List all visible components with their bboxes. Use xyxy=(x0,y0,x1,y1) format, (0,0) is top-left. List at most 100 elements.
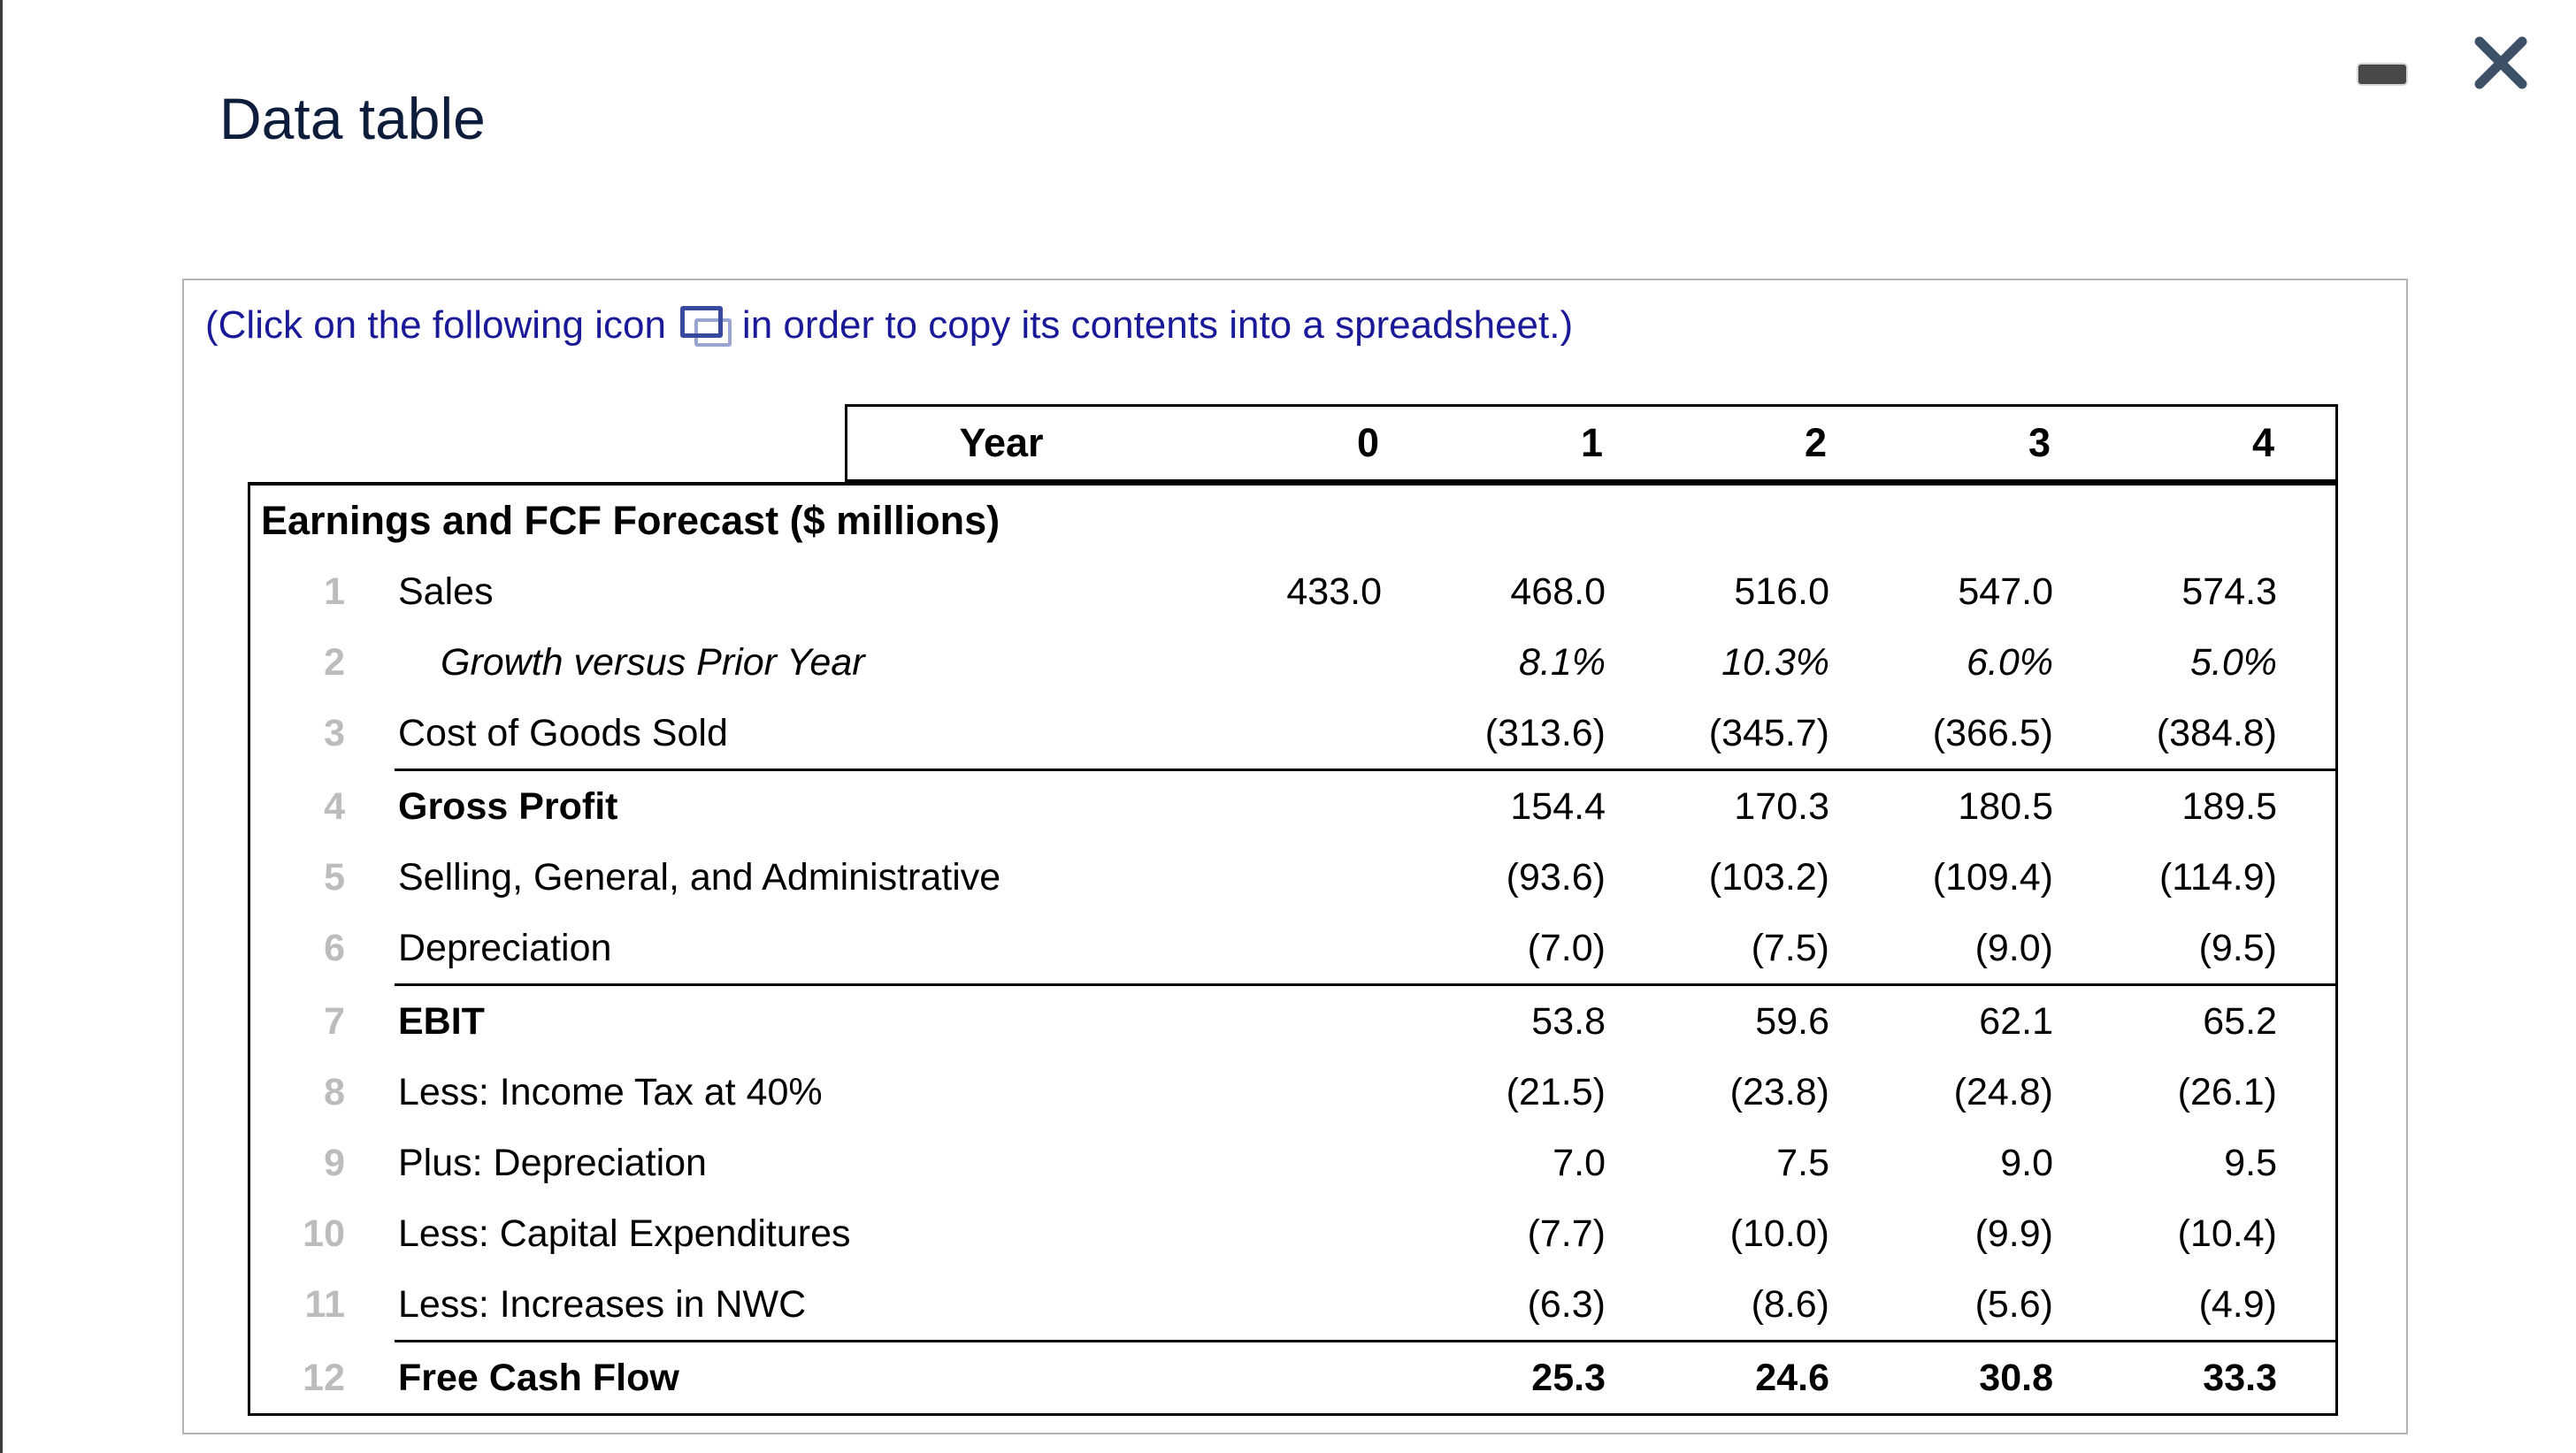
table-row: 1 Sales 433.0 468.0 516.0 547.0 574.3 xyxy=(250,556,2335,627)
row-value: (345.7) xyxy=(1708,711,1829,754)
table-row: 4 Gross Profit 154.4 170.3 180.5 189.5 xyxy=(250,771,2335,842)
row-value: (7.7) xyxy=(1527,1212,1606,1255)
row-value: 468.0 xyxy=(1510,570,1606,613)
table-row: 9 Plus: Depreciation 7.0 7.5 9.0 9.5 xyxy=(250,1128,2335,1198)
row-number: 2 xyxy=(324,640,345,684)
table-row: 3 Cost of Goods Sold (313.6) (345.7) (366.5)… xyxy=(250,698,2335,769)
row-value: (313.6) xyxy=(1484,711,1606,754)
row-value: (366.5) xyxy=(1932,711,2053,754)
row-label: Growth versus Prior Year xyxy=(441,640,865,684)
row-value: 25.3 xyxy=(1531,1356,1606,1399)
row-value: 170.3 xyxy=(1734,784,1829,828)
row-label: Cost of Goods Sold xyxy=(398,711,728,754)
copy-icon-back-square xyxy=(694,318,732,347)
row-value: 516.0 xyxy=(1734,570,1829,613)
row-label: Plus: Depreciation xyxy=(398,1141,707,1184)
row-value: (93.6) xyxy=(1506,855,1606,899)
year-col-header: 2 xyxy=(1804,420,1827,465)
row-value: (10.4) xyxy=(2177,1212,2277,1255)
table-row: 5 Selling, General, and Administrative (93… xyxy=(250,842,2335,913)
year-col-header: 0 xyxy=(1356,420,1379,465)
row-value: (103.2) xyxy=(1708,855,1829,899)
row-value: (7.5) xyxy=(1751,926,1829,969)
copy-icon[interactable] xyxy=(678,304,732,347)
row-value: 7.5 xyxy=(1776,1141,1829,1184)
row-value: (9.0) xyxy=(1974,926,2053,969)
row-number: 7 xyxy=(324,999,345,1043)
row-value: (24.8) xyxy=(1953,1070,2053,1113)
row-value: 547.0 xyxy=(1958,570,2053,613)
section-divider xyxy=(395,1340,2335,1342)
row-value: 65.2 xyxy=(2203,999,2277,1043)
row-value: (23.8) xyxy=(1729,1070,1829,1113)
row-value: (26.1) xyxy=(2177,1070,2277,1113)
section-divider xyxy=(395,983,2335,986)
table-row: 10 Less: Capital Expenditures (7.7) (10.0) (… xyxy=(250,1198,2335,1269)
row-value: (109.4) xyxy=(1932,855,2053,899)
row-value: 433.0 xyxy=(1286,570,1382,613)
row-number: 10 xyxy=(303,1212,345,1255)
row-number: 9 xyxy=(324,1141,345,1184)
row-value: (114.9) xyxy=(2158,855,2277,899)
row-number: 5 xyxy=(324,855,345,899)
row-value: 574.3 xyxy=(2181,570,2277,613)
row-value: 180.5 xyxy=(1958,784,2053,828)
row-value: (21.5) xyxy=(1506,1070,1606,1113)
row-value: 9.5 xyxy=(2224,1141,2277,1184)
row-value: (8.6) xyxy=(1751,1282,1829,1326)
row-label: Depreciation xyxy=(398,926,612,969)
page-left-edge xyxy=(0,0,3,1453)
section-divider xyxy=(395,769,2335,771)
row-value: 33.3 xyxy=(2203,1356,2277,1399)
minimize-icon[interactable] xyxy=(2357,63,2408,86)
row-label: Sales xyxy=(398,570,494,613)
row-number: 1 xyxy=(324,570,345,613)
table-row: 7 EBIT 53.8 59.6 62.1 65.2 xyxy=(250,986,2335,1057)
table-row: 8 Less: Income Tax at 40% (21.5) (23.8) (24.… xyxy=(250,1057,2335,1128)
row-label: Less: Capital Expenditures xyxy=(398,1212,851,1255)
row-value: (9.9) xyxy=(1974,1212,2053,1255)
row-label: Less: Increases in NWC xyxy=(398,1282,807,1326)
year-header-label: Year xyxy=(959,420,1044,465)
row-value: 7.0 xyxy=(1552,1141,1606,1184)
instruction-pre: (Click on the following icon xyxy=(205,303,666,347)
row-value: (6.3) xyxy=(1527,1282,1606,1326)
close-icon[interactable] xyxy=(2472,34,2530,92)
window-controls xyxy=(2357,34,2530,92)
row-label: EBIT xyxy=(398,999,485,1043)
row-value: 30.8 xyxy=(1979,1356,2053,1399)
table-header-row: Year 0 1 2 3 4 xyxy=(845,404,2338,482)
row-label: Gross Profit xyxy=(398,784,618,828)
row-label: Selling, General, and Administrative xyxy=(398,855,1001,899)
row-value: 189.5 xyxy=(2181,784,2277,828)
row-value: 59.6 xyxy=(1755,999,1829,1043)
year-col-header: 3 xyxy=(2028,420,2051,465)
row-value: 10.3% xyxy=(1721,640,1829,684)
row-number: 3 xyxy=(324,711,345,754)
row-value: 9.0 xyxy=(2000,1141,2053,1184)
instruction-post: in order to copy its contents into a spr… xyxy=(741,303,1574,347)
table-row: 2 Growth versus Prior Year 8.1% 10.3% 6.0% 5.… xyxy=(250,627,2335,698)
year-col-header: 4 xyxy=(2251,420,2274,465)
row-label: Less: Income Tax at 40% xyxy=(398,1070,823,1113)
table-row: 6 Depreciation (7.0) (7.5) (9.0) (9.5) xyxy=(250,913,2335,983)
row-number: 4 xyxy=(324,784,345,828)
table-row: 11 Less: Increases in NWC (6.3) (8.6) (5.6) (… xyxy=(250,1269,2335,1340)
instruction-text: (Click on the following icon in order to… xyxy=(205,298,1573,353)
row-value: (5.6) xyxy=(1974,1282,2053,1326)
row-value: 5.0% xyxy=(2189,640,2277,684)
row-value: 53.8 xyxy=(1531,999,1606,1043)
row-value: (9.5) xyxy=(2198,926,2277,969)
row-label: Free Cash Flow xyxy=(398,1356,679,1399)
row-value: (7.0) xyxy=(1527,926,1606,969)
row-value: (384.8) xyxy=(2156,711,2277,754)
row-value: 62.1 xyxy=(1979,999,2053,1043)
row-number: 12 xyxy=(303,1356,345,1399)
row-number: 11 xyxy=(304,1282,345,1326)
table-body: Earnings and FCF Forecast ($ millions) 1… xyxy=(248,482,2338,1416)
table-row: 12 Free Cash Flow 25.3 24.6 30.8 33.3 xyxy=(250,1342,2335,1413)
row-value: 6.0% xyxy=(1966,640,2053,684)
content-box: (Click on the following icon in order to… xyxy=(182,279,2408,1434)
row-number: 6 xyxy=(324,926,345,969)
